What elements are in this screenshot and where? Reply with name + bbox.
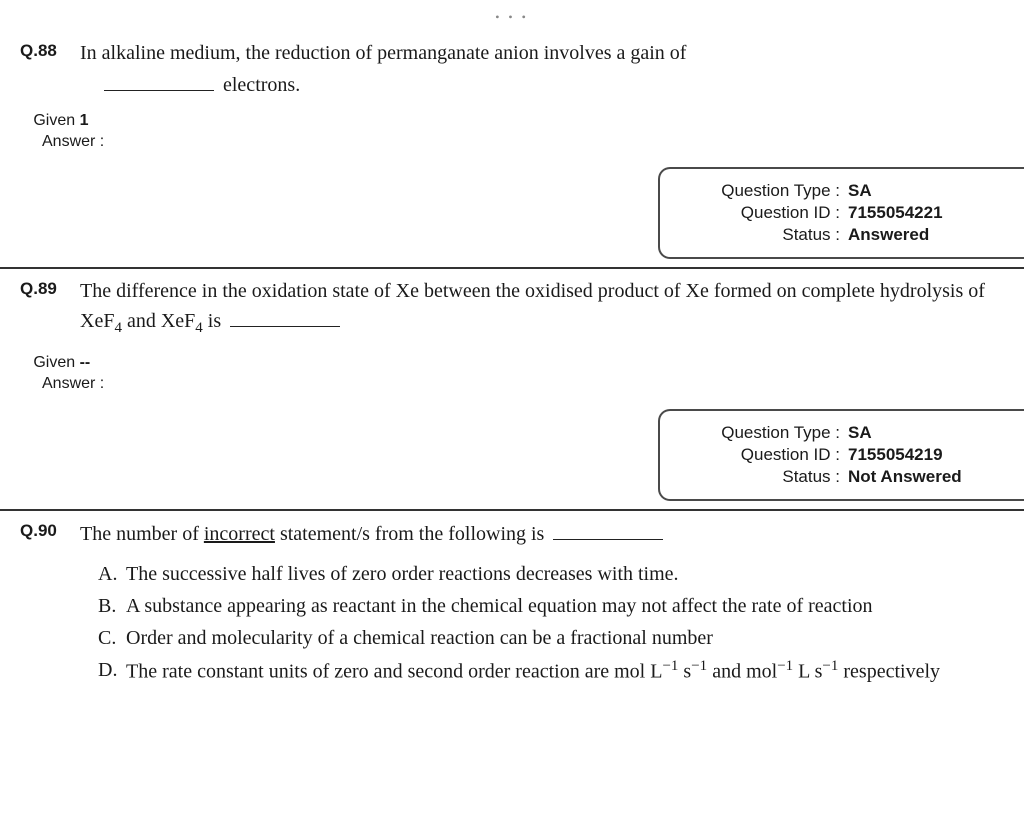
given-value: -- [80,354,91,371]
option-letter: B. [98,591,126,621]
option-letter: A. [98,559,126,589]
question-88: Q.88 In alkaline medium, the reduction o… [0,31,1024,153]
given-label: Given [33,112,75,129]
answer-label: Answer : [42,375,104,392]
d-t2: s [678,661,691,683]
given-value: 1 [80,112,89,129]
info-key-status: Status : [690,467,844,487]
subscript: 4 [195,320,203,336]
question-89: Q.89 The difference in the oxidation sta… [0,269,1024,395]
fill-blank [230,306,340,327]
q90-underlined: incorrect [204,523,275,545]
info-key-status: Status : [690,225,844,245]
option-text: Order and molecularity of a chemical rea… [126,623,713,653]
d-t5: respectively [838,661,940,683]
option-text: The successive half lives of zero order … [126,559,679,589]
option-c: C. Order and molecularity of a chemical … [98,623,1004,653]
superscript: −1 [822,658,838,674]
question-text: In alkaline medium, the reduction of per… [80,39,686,68]
question-info-box: Question Type : SA Question ID : 7155054… [658,409,1024,501]
question-text: The number of incorrect statement/s from… [80,519,667,549]
question-info-box: Question Type : SA Question ID : 7155054… [658,167,1024,259]
option-letter: D. [98,655,126,687]
q90-stem-a: The number of [80,523,204,545]
superscript: −1 [662,658,678,674]
info-key-type: Question Type : [690,423,844,443]
superscript: −1 [691,658,707,674]
options-list: A. The successive half lives of zero ord… [98,559,1004,687]
page-container: • • • Q.88 In alkaline medium, the reduc… [0,0,1024,719]
info-box-row-88: Question Type : SA Question ID : 7155054… [0,153,1024,267]
q90-stem-b: statement/s from the following is [275,523,549,545]
option-d: D. The rate constant units of zero and s… [98,655,1004,687]
subscript: 4 [114,320,122,336]
info-val-id: 7155054221 [844,203,943,223]
question-number: Q.90 [20,519,80,541]
question-number: Q.88 [20,39,80,61]
info-key-id: Question ID : [690,203,844,223]
info-val-status: Answered [844,225,929,245]
option-text: The rate constant units of zero and seco… [126,655,940,687]
q89-text-b: and XeF [122,310,195,332]
q88-text-post: electrons. [223,74,300,96]
info-key-id: Question ID : [690,445,844,465]
d-t3: and mol [707,661,777,683]
info-val-id: 7155054219 [844,445,943,465]
q89-text-c: is [203,310,226,332]
given-label: Given [33,354,75,371]
given-answer-block: Given 1 Answer : [20,111,1004,153]
option-letter: C. [98,623,126,653]
fill-blank [553,519,663,540]
option-a: A. The successive half lives of zero ord… [98,559,1004,589]
given-answer-block: Given -- Answer : [20,353,1004,395]
info-val-type: SA [844,181,872,201]
q88-line2: electrons. [100,70,1004,97]
d-t4: L s [793,661,822,683]
question-number: Q.89 [20,277,80,299]
ellipsis-decor: • • • [0,10,1024,31]
superscript: −1 [777,658,793,674]
q88-text-pre: In alkaline medium, the reduction of per… [80,42,686,64]
info-box-row-89: Question Type : SA Question ID : 7155054… [0,395,1024,509]
info-val-type: SA [844,423,872,443]
info-val-status: Not Answered [844,467,962,487]
answer-label: Answer : [42,133,104,150]
option-text: A substance appearing as reactant in the… [126,591,873,621]
question-90: Q.90 The number of incorrect statement/s… [0,511,1024,687]
info-key-type: Question Type : [690,181,844,201]
d-t1: The rate constant units of zero and seco… [126,661,662,683]
question-text: The difference in the oxidation state of… [80,277,1004,340]
fill-blank [104,70,214,91]
option-b: B. A substance appearing as reactant in … [98,591,1004,621]
